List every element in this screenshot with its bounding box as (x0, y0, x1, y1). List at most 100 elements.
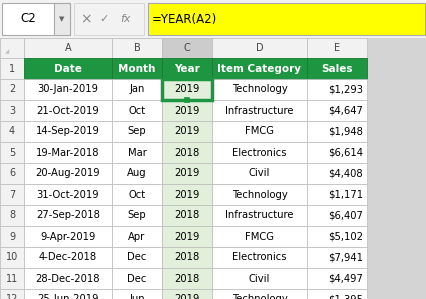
Bar (306, 142, 366, 163)
Bar (161, 268, 211, 289)
Text: $1,948: $1,948 (327, 126, 362, 137)
Text: 20-Aug-2019: 20-Aug-2019 (36, 169, 100, 179)
Text: A: A (64, 43, 71, 53)
Bar (211, 121, 306, 142)
Bar (0, 184, 24, 205)
Bar (112, 100, 161, 121)
Text: ◢: ◢ (5, 50, 9, 54)
Bar (112, 142, 161, 163)
Bar (0, 0, 426, 38)
Bar (161, 289, 211, 299)
Text: Oct: Oct (128, 190, 145, 199)
Bar (148, 3, 424, 35)
Text: Item Category: Item Category (217, 63, 301, 74)
Bar (24, 268, 112, 289)
Text: 5: 5 (9, 147, 15, 158)
Bar (211, 205, 306, 226)
Bar (161, 247, 211, 268)
Bar (112, 226, 161, 247)
Text: 2018: 2018 (174, 252, 199, 263)
Bar (24, 247, 112, 268)
Text: Dec: Dec (127, 274, 147, 283)
Text: 1: 1 (9, 63, 15, 74)
Text: 28-Dec-2018: 28-Dec-2018 (36, 274, 100, 283)
Bar (24, 38, 112, 58)
Bar (0, 100, 24, 121)
Text: $1,171: $1,171 (327, 190, 362, 199)
Bar (24, 163, 112, 184)
Bar (211, 100, 306, 121)
Text: Electronics: Electronics (232, 252, 286, 263)
Bar (112, 268, 161, 289)
Bar (112, 184, 161, 205)
Text: D: D (255, 43, 263, 53)
Bar (306, 79, 366, 100)
Bar (161, 79, 211, 100)
Bar (184, 97, 189, 102)
Bar (112, 247, 161, 268)
Text: 2019: 2019 (174, 126, 199, 137)
Text: 6: 6 (9, 169, 15, 179)
Text: fx: fx (121, 14, 131, 24)
Text: Technology: Technology (231, 85, 287, 94)
Text: Sep: Sep (127, 126, 146, 137)
Text: ✓: ✓ (99, 14, 109, 24)
Text: Sales: Sales (320, 63, 352, 74)
Text: 4: 4 (9, 126, 15, 137)
Text: Year: Year (174, 63, 199, 74)
Bar (211, 184, 306, 205)
Bar (0, 79, 24, 100)
Bar (161, 79, 211, 100)
Text: 2018: 2018 (174, 274, 199, 283)
Bar (24, 205, 112, 226)
Bar (211, 163, 306, 184)
Bar (0, 142, 24, 163)
Bar (211, 58, 306, 79)
Text: $1,395: $1,395 (327, 295, 362, 299)
Bar (0, 58, 24, 79)
Bar (211, 289, 306, 299)
Bar (306, 226, 366, 247)
Text: Month: Month (118, 63, 155, 74)
Bar (74, 3, 144, 35)
Text: Mar: Mar (127, 147, 146, 158)
Bar (24, 58, 112, 79)
Bar (24, 289, 112, 299)
Text: $4,408: $4,408 (328, 169, 362, 179)
Bar (161, 38, 211, 58)
Text: 2019: 2019 (174, 190, 199, 199)
Text: Infrastructure: Infrastructure (225, 106, 293, 115)
Text: 9: 9 (9, 231, 15, 242)
Bar (112, 38, 161, 58)
Bar (306, 58, 366, 79)
Text: E: E (333, 43, 339, 53)
Bar (24, 184, 112, 205)
Text: 4-Dec-2018: 4-Dec-2018 (39, 252, 97, 263)
Bar (24, 142, 112, 163)
Text: 14-Sep-2019: 14-Sep-2019 (36, 126, 100, 137)
Text: Sep: Sep (127, 210, 146, 220)
Text: C: C (183, 43, 190, 53)
Bar (112, 205, 161, 226)
Text: $7,941: $7,941 (327, 252, 362, 263)
Text: Civil: Civil (248, 274, 270, 283)
Text: Jan: Jan (129, 85, 144, 94)
Bar (0, 247, 24, 268)
Text: B: B (133, 43, 140, 53)
Text: 12: 12 (6, 295, 18, 299)
Text: 2019: 2019 (174, 85, 199, 94)
Bar (0, 289, 24, 299)
Text: 10: 10 (6, 252, 18, 263)
Text: Infrastructure: Infrastructure (225, 210, 293, 220)
Text: FMCG: FMCG (245, 231, 273, 242)
Text: Aug: Aug (127, 169, 147, 179)
Text: 2019: 2019 (174, 85, 199, 94)
Text: Technology: Technology (231, 190, 287, 199)
Bar (161, 142, 211, 163)
Text: 25-Jun-2019: 25-Jun-2019 (37, 295, 98, 299)
Bar (211, 79, 306, 100)
Text: Date: Date (54, 63, 82, 74)
Text: 11: 11 (6, 274, 18, 283)
Text: Civil: Civil (248, 169, 270, 179)
Text: 2019: 2019 (174, 106, 199, 115)
